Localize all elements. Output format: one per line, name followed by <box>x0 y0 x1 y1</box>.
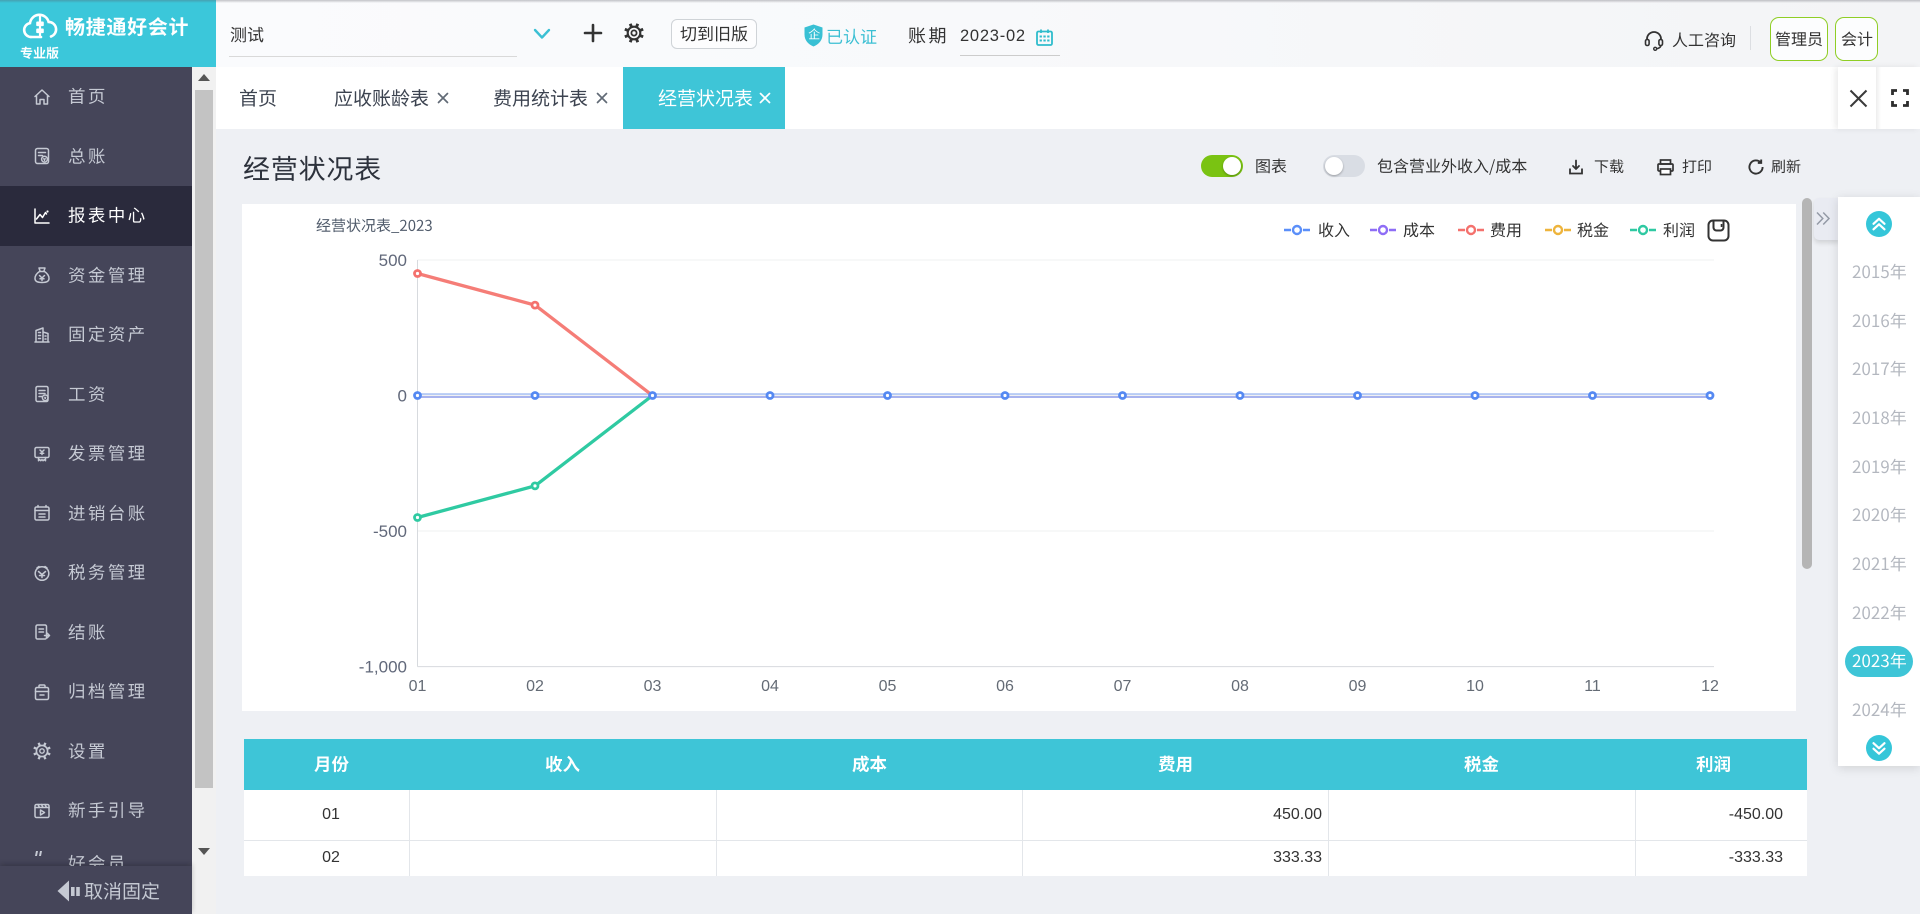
svg-text:-500: -500 <box>373 522 407 541</box>
svg-text:08: 08 <box>1231 678 1249 695</box>
svg-text:0: 0 <box>398 387 407 406</box>
svg-text:02: 02 <box>526 678 544 695</box>
svg-text:04: 04 <box>761 678 779 695</box>
svg-text:10: 10 <box>1466 678 1484 695</box>
svg-text:12: 12 <box>1701 678 1719 695</box>
svg-text:09: 09 <box>1349 678 1367 695</box>
svg-text:05: 05 <box>879 678 897 695</box>
svg-text:500: 500 <box>379 251 407 270</box>
svg-text:11: 11 <box>1584 678 1601 695</box>
svg-text:06: 06 <box>996 678 1014 695</box>
svg-text:-1,000: -1,000 <box>359 658 407 677</box>
svg-text:07: 07 <box>1114 678 1132 695</box>
svg-text:01: 01 <box>409 678 427 695</box>
svg-text:03: 03 <box>644 678 662 695</box>
